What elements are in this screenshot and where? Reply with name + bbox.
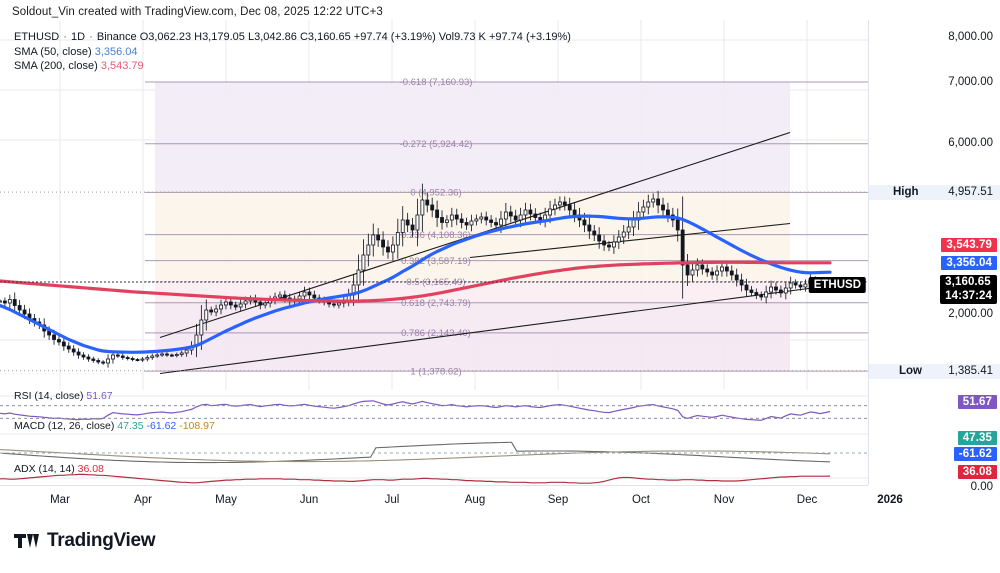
legend-sma200-row[interactable]: SMA (200, close) 3,543.79 bbox=[14, 59, 571, 74]
legend-symbol[interactable]: ETHUSD bbox=[14, 31, 60, 43]
legend-sma50-label: SMA (50, close) bbox=[14, 45, 92, 58]
low-band bbox=[869, 364, 1000, 379]
adx-legend[interactable]: ADX (14, 14) 36.08 bbox=[14, 463, 104, 475]
rsi-legend-value: 51.67 bbox=[86, 390, 113, 402]
last-price-badge[interactable]: 3,160.65 14:37:24 bbox=[940, 275, 997, 304]
rsi-legend-label: RSI (14, close) bbox=[14, 390, 84, 402]
adx-legend-value: 36.08 bbox=[77, 463, 104, 475]
time-label-dec: Dec bbox=[796, 494, 818, 506]
macd-legend[interactable]: MACD (12, 26, close) 47.35 -61.62 -108.9… bbox=[14, 420, 215, 432]
rsi-legend[interactable]: RSI (14, close) 51.67 bbox=[14, 390, 113, 402]
high-band bbox=[869, 185, 1000, 200]
time-label-sep: Sep bbox=[547, 494, 569, 506]
svg-text:0 (4,952.36): 0 (4,952.36) bbox=[410, 188, 461, 199]
time-label-2026: 2026 bbox=[877, 494, 903, 506]
sma200-price-badge: 3,543.79 bbox=[941, 238, 997, 252]
adx-legend-label: ADX (14, 14) bbox=[14, 463, 75, 475]
time-label-aug: Aug bbox=[464, 494, 486, 506]
price-tick-0: 8,000.00 bbox=[948, 31, 993, 43]
sma50-price-badge: 3,356.04 bbox=[941, 256, 997, 270]
macd-badge-2: -61.62 bbox=[953, 447, 997, 461]
rsi-badge: 51.67 bbox=[957, 395, 997, 409]
macd-legend-value-1: 47.35 bbox=[117, 420, 144, 432]
svg-text:1 (1,378.62): 1 (1,378.62) bbox=[410, 366, 461, 377]
time-label-apr: Apr bbox=[134, 494, 152, 506]
time-axis[interactable]: Mar Apr May Jun Jul Aug Sep Oct Nov Dec 2026 bbox=[0, 485, 903, 520]
legend-exchange: Binance bbox=[96, 31, 137, 43]
legend-sma50-row[interactable]: SMA (50, close) 3,356.04 bbox=[14, 45, 571, 60]
tradingview-footer: TradingView bbox=[14, 530, 156, 552]
legend-sma200-value: 3,543.79 bbox=[100, 60, 144, 72]
legend-interval[interactable]: 1D bbox=[71, 31, 86, 43]
chart-svg: ETHUSD -0.618 (7,160.93) -0.272 (5,924.42)… bbox=[0, 20, 868, 484]
time-label-nov: Nov bbox=[713, 494, 735, 506]
legend-main-row[interactable]: ETHUSD · 1D · Binance O3,062.23 H3,179.0… bbox=[14, 31, 571, 43]
macd-legend-value-3: -108.97 bbox=[179, 420, 215, 432]
macd-badge-1: 47.35 bbox=[957, 431, 997, 445]
low-label: Low bbox=[899, 365, 922, 377]
attribution-text: Soldout_Vin created with TradingView.com… bbox=[12, 6, 383, 18]
legend-sma50-value: 3,356.04 bbox=[94, 45, 138, 58]
tradingview-brand: TradingView bbox=[47, 530, 156, 551]
legend-volume-change: +97.74 (+3.19%) bbox=[488, 31, 571, 43]
adx-badge: 36.08 bbox=[957, 465, 997, 479]
macd-legend-label: MACD (12, 26, close) bbox=[14, 420, 115, 432]
time-label-jun: Jun bbox=[299, 494, 319, 506]
time-label-may: May bbox=[215, 494, 237, 506]
svg-text:-0.272 (5,924.42): -0.272 (5,924.42) bbox=[400, 139, 473, 150]
macd-legend-value-2: -61.62 bbox=[146, 420, 177, 432]
price-axis[interactable]: 8,000.00 7,000.00 6,000.00 2,000.00 High… bbox=[868, 20, 1000, 493]
time-label-jul: Jul bbox=[384, 494, 400, 506]
last-price-value: 3,160.65 bbox=[945, 276, 991, 288]
legend-volume: Vol9.73 K bbox=[438, 31, 486, 43]
legend-low: L3,042.86 bbox=[247, 31, 297, 43]
price-tick-1: 7,000.00 bbox=[948, 76, 993, 88]
svg-text:0.786 (2,143.40): 0.786 (2,143.40) bbox=[401, 328, 471, 339]
high-label: High bbox=[893, 186, 919, 198]
svg-text:0.618 (2,743.79): 0.618 (2,743.79) bbox=[401, 298, 471, 309]
symbol-price-tag: ETHUSD bbox=[808, 277, 866, 293]
legend-close: C3,160.65 bbox=[299, 31, 351, 43]
chart-legend: ETHUSD · 1D · Binance O3,062.23 H3,179.0… bbox=[14, 30, 571, 74]
legend-high: H3,179.05 bbox=[194, 31, 245, 43]
adx-zero-tick: 0.00 bbox=[970, 481, 993, 493]
countdown-value: 14:37:24 bbox=[945, 289, 992, 302]
price-tick-3: 2,000.00 bbox=[948, 308, 993, 320]
svg-text:0.236 (4,108.36): 0.236 (4,108.36) bbox=[401, 230, 471, 241]
svg-text:-0.618 (7,160.93): -0.618 (7,160.93) bbox=[400, 77, 473, 88]
time-label-mar: Mar bbox=[50, 494, 70, 506]
price-chart-area[interactable]: ETHUSD -0.618 (7,160.93) -0.272 (5,924.42)… bbox=[0, 20, 868, 485]
legend-open: O3,062.23 bbox=[139, 31, 192, 43]
high-value: 4,957.51 bbox=[948, 186, 993, 198]
low-value: 1,385.41 bbox=[948, 365, 993, 377]
tradingview-logo-icon bbox=[14, 534, 39, 548]
svg-text:0.382 (3,587.19): 0.382 (3,587.19) bbox=[401, 256, 471, 267]
legend-change: +97.74 (+3.19%) bbox=[353, 31, 436, 43]
price-tick-2: 6,000.00 bbox=[948, 137, 993, 149]
legend-sma200-label: SMA (200, close) bbox=[14, 60, 98, 72]
time-label-oct: Oct bbox=[632, 494, 650, 506]
